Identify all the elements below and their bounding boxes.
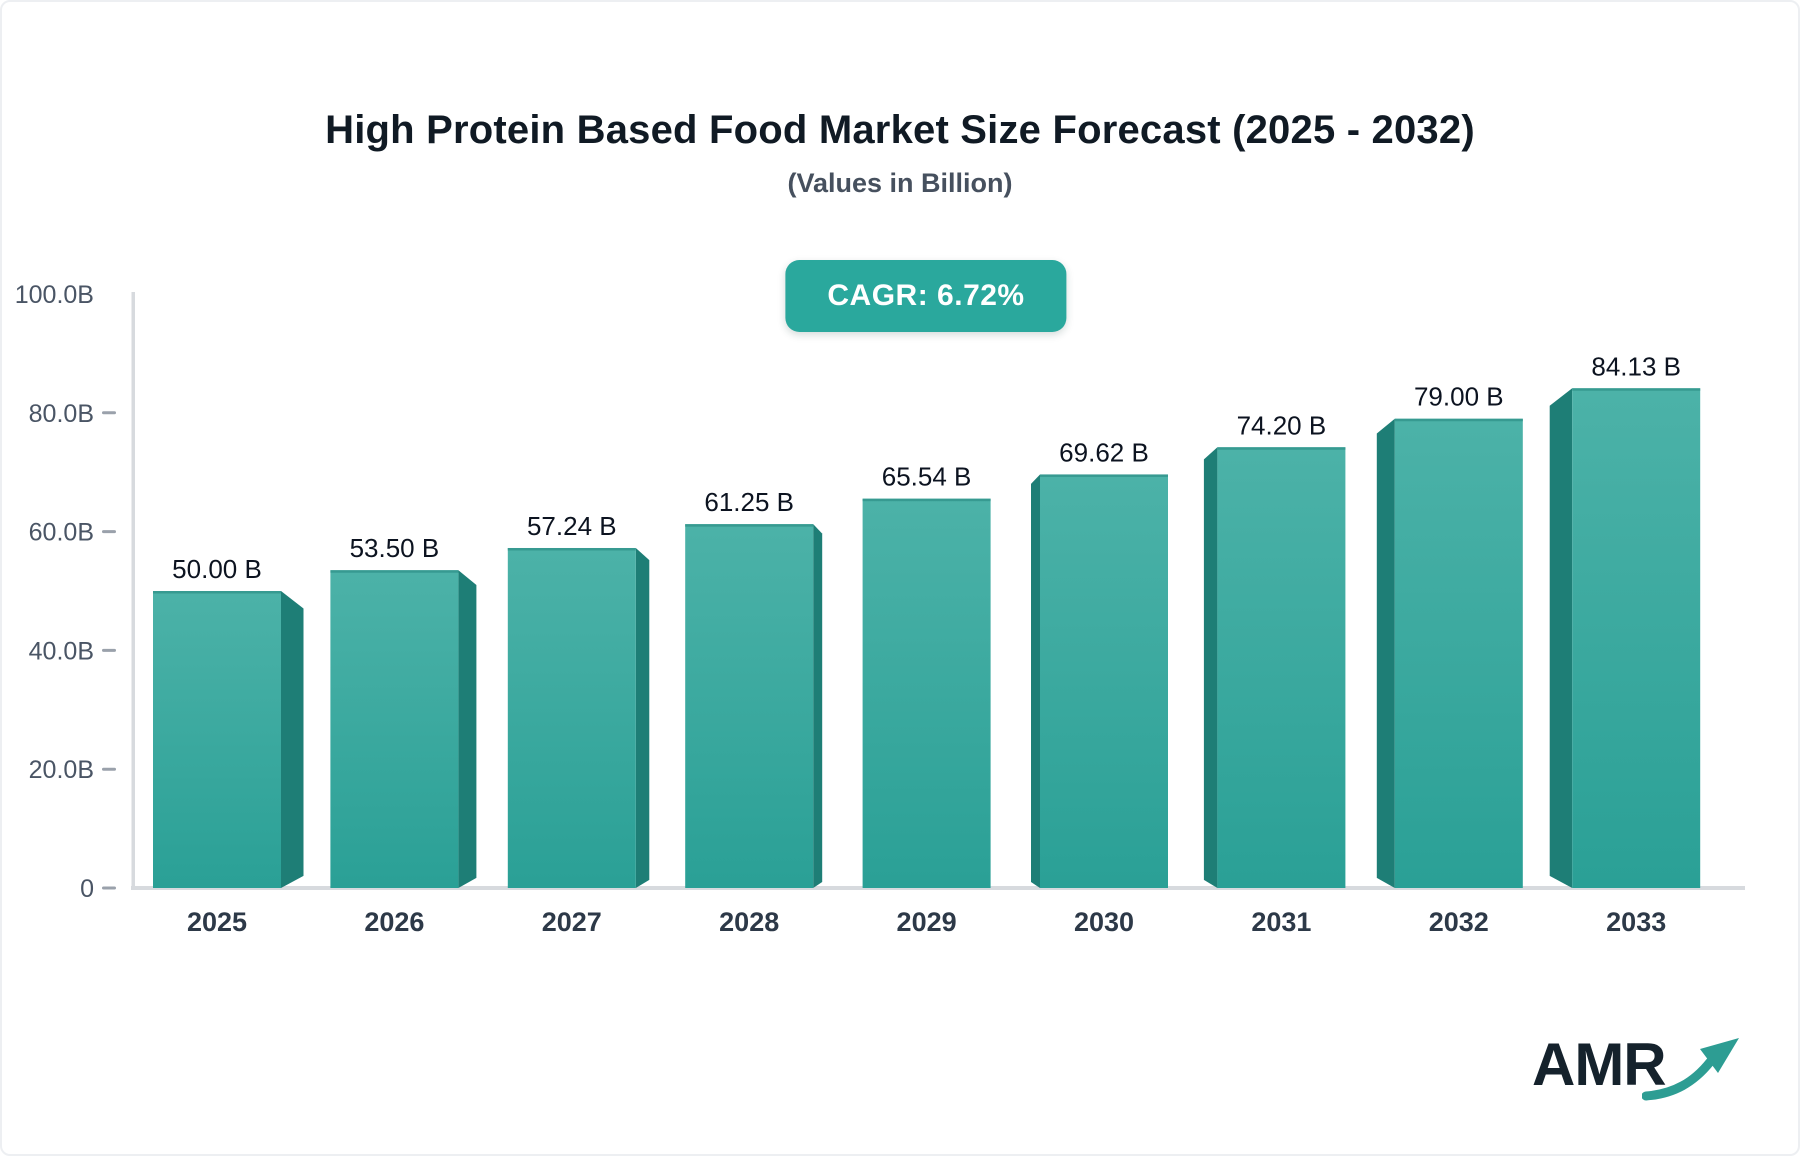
bar-top-edge	[862, 498, 991, 502]
chart-subtitle: (Values in Billion)	[787, 168, 1013, 198]
bar-value-label: 69.62 B	[1059, 437, 1149, 467]
bar-front-face	[862, 498, 991, 888]
bar-top-edge	[685, 524, 814, 527]
chart-title: High Protein Based Food Market Size Fore…	[325, 108, 1475, 152]
y-axis-tick-mark	[102, 530, 116, 534]
bar-value-label: 57.24 B	[527, 511, 617, 541]
y-axis-tick-label: 60.0B	[29, 519, 94, 547]
bar-value-label: 61.25 B	[704, 487, 794, 517]
bar-value-label: 65.54 B	[882, 462, 972, 492]
bar-front-face	[1572, 388, 1701, 888]
bar-front-face	[1040, 474, 1168, 888]
growth-arrow-icon	[1642, 1038, 1739, 1101]
bar-value-label: 53.50 B	[350, 533, 440, 563]
x-axis-label: 2027	[542, 907, 602, 937]
bar-2033: 84.13 B 2033	[1549, 351, 1701, 937]
x-axis-label: 2033	[1606, 907, 1666, 937]
bar-top-edge	[1394, 418, 1523, 422]
bar-2028: 61.25 B 2028	[685, 487, 823, 937]
bar-front-face	[1217, 447, 1346, 888]
bar-side-face	[1549, 388, 1573, 888]
y-axis-tick-label: 100.0B	[15, 281, 94, 309]
bar-top-edge	[153, 591, 281, 594]
y-axis-tick-label: 0	[80, 875, 94, 903]
y-axis-tick-mark	[102, 767, 116, 771]
bar-2029: 65.54 B 2029	[862, 462, 991, 937]
amr-logo: AMR	[1532, 1030, 1772, 1120]
bar-front-face	[1394, 418, 1523, 888]
bar-2025: 50.00 B 2025	[153, 554, 304, 937]
bar-2031: 74.20 B 2031	[1203, 410, 1346, 937]
bar-side-face	[1203, 447, 1218, 888]
bar-side-face	[1031, 474, 1040, 888]
y-axis-tick-mark	[102, 886, 116, 890]
y-axis-tick-label: 40.0B	[29, 637, 94, 665]
bar-value-label: 74.20 B	[1237, 410, 1327, 440]
bar-side-face	[813, 524, 823, 888]
x-axis-label: 2030	[1074, 907, 1134, 937]
bar-top-edge	[507, 547, 636, 551]
bar-top-edge	[1040, 474, 1168, 477]
logo-text: AMR	[1532, 1031, 1667, 1098]
y-axis-tick-label: 20.0B	[29, 756, 94, 784]
x-axis-label: 2028	[719, 907, 779, 937]
y-axis-tick-mark	[102, 648, 116, 652]
x-axis-label: 2026	[364, 907, 424, 937]
x-axis-label: 2032	[1429, 907, 1489, 937]
bar-2027: 57.24 B 2027	[507, 511, 650, 937]
y-axis-tick-label: 80.0B	[29, 400, 94, 428]
bar-2030: 69.62 B 2030	[1031, 437, 1168, 937]
bar-side-face	[635, 547, 650, 888]
bar-side-face	[458, 570, 477, 888]
y-axis-tick-mark	[102, 411, 116, 415]
x-axis-label: 2029	[897, 907, 957, 937]
x-axis-label: 2031	[1251, 907, 1311, 937]
bar-side-face	[281, 591, 304, 888]
bar-front-face	[153, 591, 281, 888]
bar-value-label: 79.00 B	[1414, 382, 1504, 412]
bar-2026: 53.50 B 2026	[330, 533, 477, 937]
bar-front-face	[685, 524, 814, 888]
cagr-badge: CAGR: 6.72%	[785, 260, 1067, 332]
x-axis-label: 2025	[187, 907, 247, 937]
bar-front-face	[330, 570, 459, 888]
bar-2032: 79.00 B 2032	[1376, 382, 1523, 937]
y-axis-line	[131, 292, 135, 888]
bar-top-edge	[1217, 447, 1346, 450]
bar-side-face	[1376, 418, 1395, 888]
bar-top-edge	[330, 570, 459, 573]
bar-top-edge	[1572, 388, 1701, 391]
bar-front-face	[507, 547, 636, 888]
bar-value-label: 50.00 B	[172, 554, 262, 584]
bar-value-label: 84.13 B	[1591, 351, 1681, 381]
